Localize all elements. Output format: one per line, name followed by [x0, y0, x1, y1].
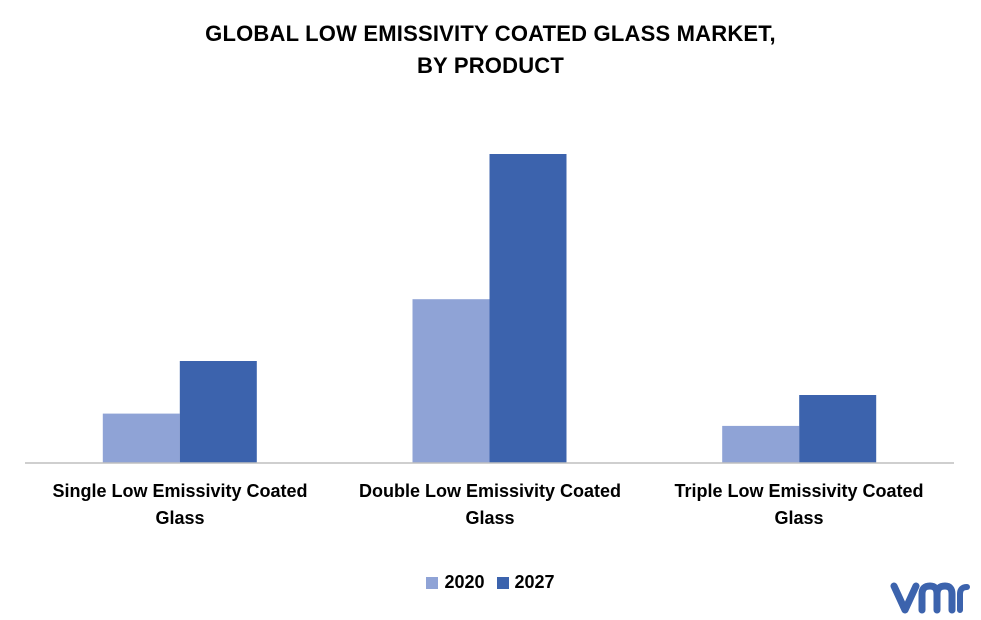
category-label-line: Triple Low Emissivity Coated — [674, 481, 924, 501]
category-label-single: Single Low Emissivity Coated Glass — [30, 478, 330, 532]
chart-title-line-1: GLOBAL LOW EMISSIVITY COATED GLASS MARKE… — [205, 21, 776, 46]
bar-2020-3 — [722, 425, 800, 463]
category-label-line: Double Low Emissivity Coated — [358, 481, 622, 501]
bar-2027-1 — [179, 361, 257, 463]
legend-item-2020: 2020 — [426, 572, 485, 593]
bar-2020-1 — [102, 413, 180, 463]
bar-2027-3 — [799, 395, 877, 463]
legend-swatch-2027 — [496, 576, 509, 589]
category-label-double: Double Low Emissivity Coated Glass — [340, 478, 640, 532]
bar-2020-2 — [412, 299, 490, 463]
chart-title: GLOBAL LOW EMISSIVITY COATED GLASS MARKE… — [0, 18, 981, 82]
bar-2027-2 — [489, 154, 567, 463]
legend-item-2027: 2027 — [496, 572, 555, 593]
chart-legend: 2020 2027 — [0, 572, 981, 593]
legend-label-2020: 2020 — [444, 572, 485, 592]
category-label-line: Glass — [465, 508, 515, 528]
legend-swatch-2020 — [426, 576, 439, 589]
category-label-triple: Triple Low Emissivity Coated Glass — [649, 478, 949, 532]
category-label-line: Single Low Emissivity Coated — [52, 481, 308, 501]
chart-title-line-2: BY PRODUCT — [416, 53, 565, 78]
legend-label-2027: 2027 — [514, 572, 555, 592]
vmr-logo-icon — [890, 582, 970, 614]
category-label-line: Glass — [155, 508, 205, 528]
category-label-line: Glass — [774, 508, 824, 528]
